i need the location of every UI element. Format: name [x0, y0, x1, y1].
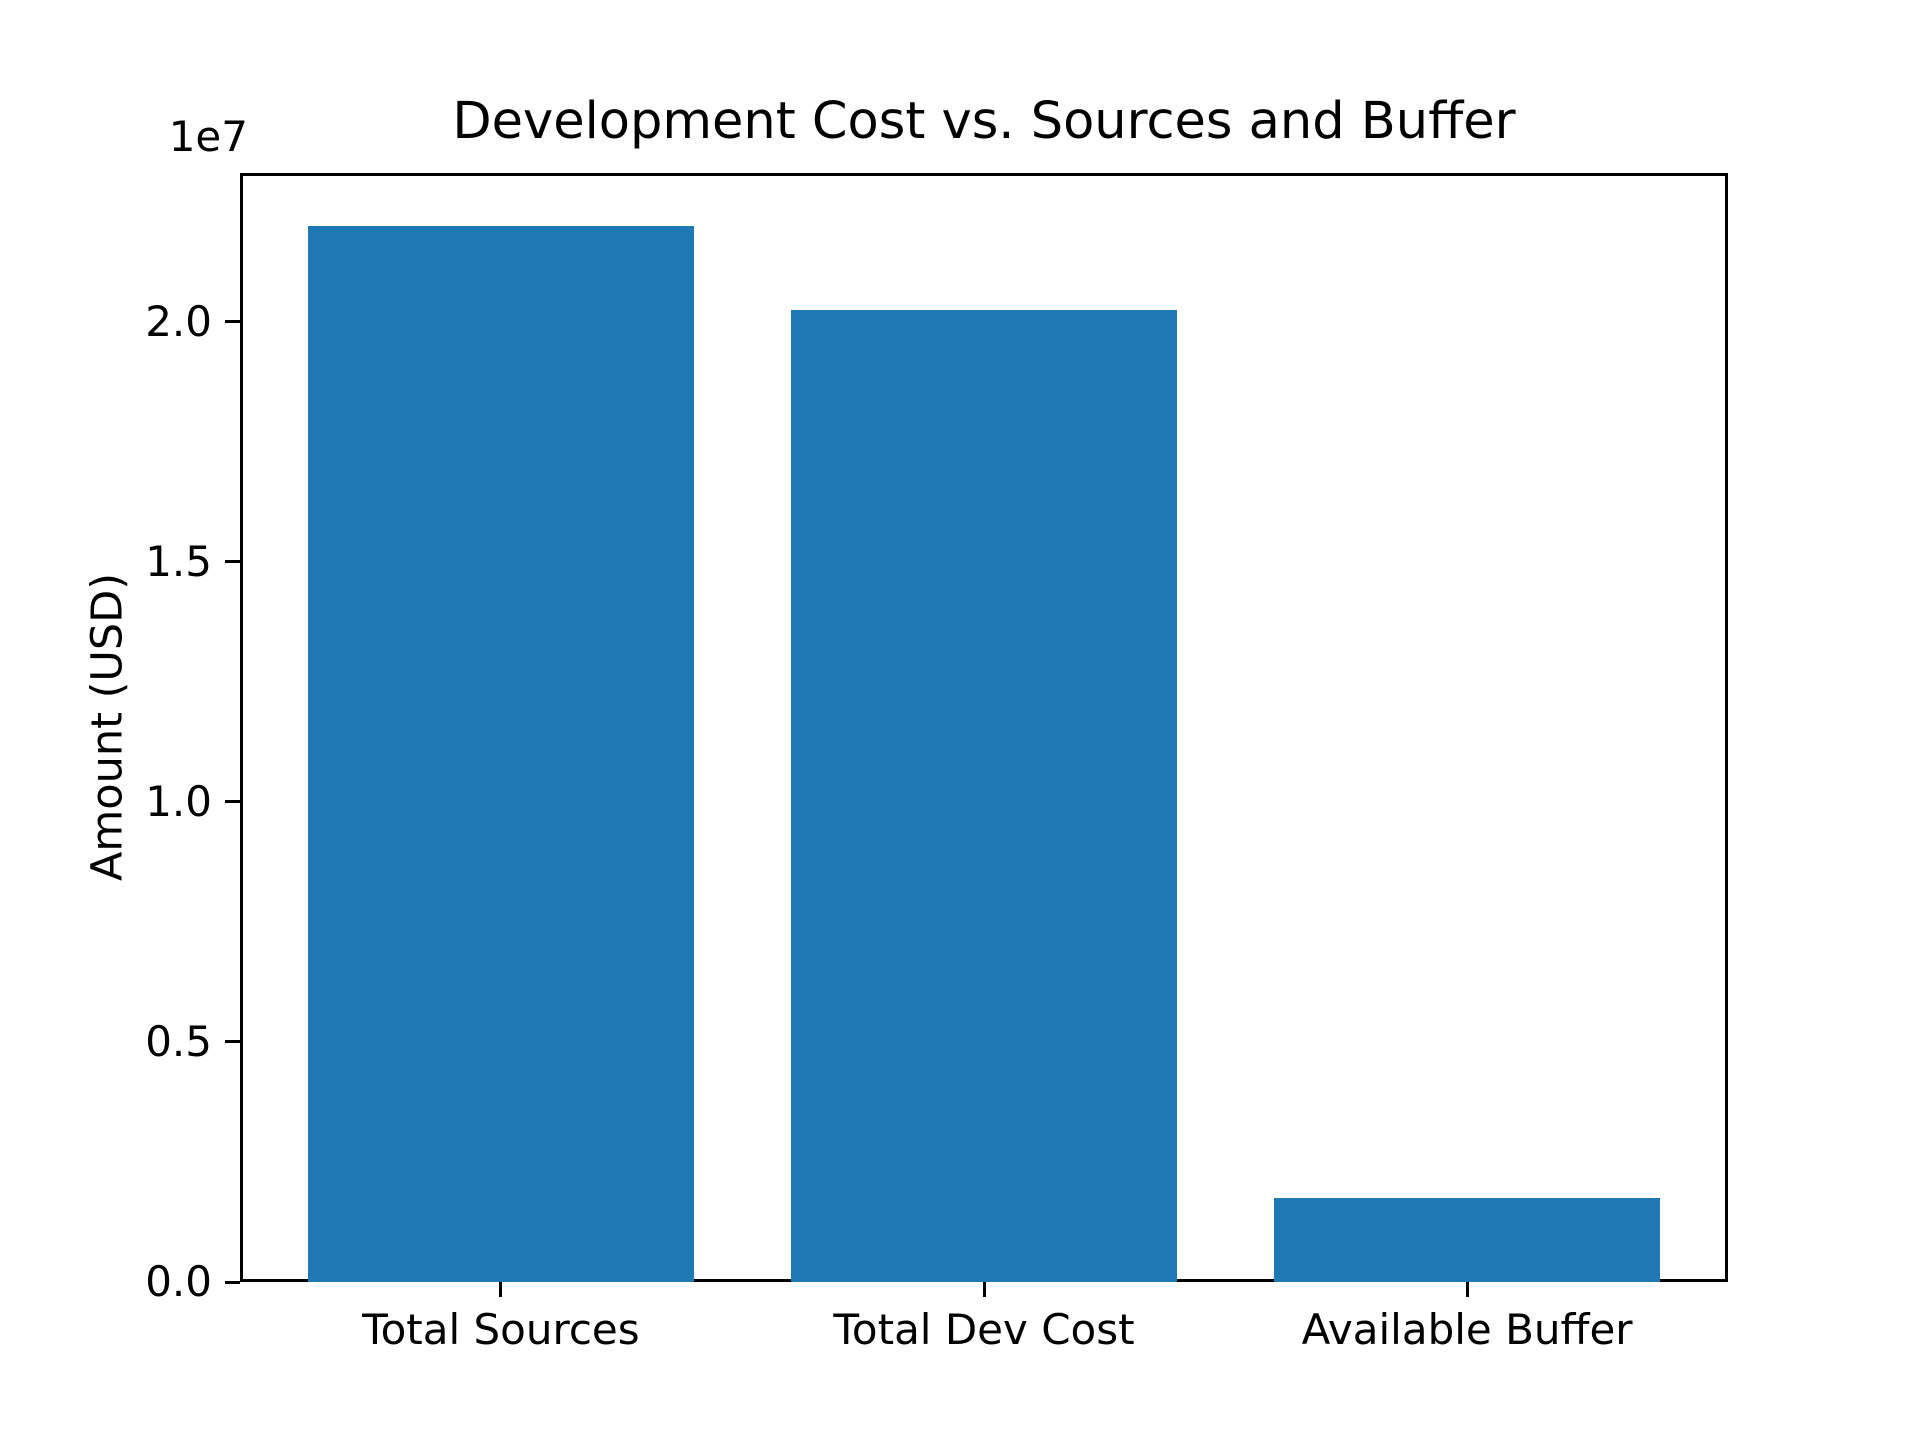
y-tick-mark: [225, 320, 240, 324]
bar: [1273, 1197, 1661, 1282]
x-tick-label: Total Dev Cost: [833, 1305, 1135, 1354]
chart-title: Development Cost vs. Sources and Buffer: [452, 92, 1516, 151]
x-tick-mark: [1465, 1282, 1469, 1297]
y-tick-mark: [225, 800, 240, 804]
x-tick-label: Total Sources: [362, 1305, 640, 1354]
y-axis-label: Amount (USD): [82, 572, 133, 882]
y-axis-offset-label: 1e7: [168, 112, 248, 161]
x-tick-mark: [499, 1282, 503, 1297]
x-tick-label: Available Buffer: [1301, 1305, 1633, 1354]
y-tick-mark: [225, 1040, 240, 1044]
y-tick-mark: [225, 560, 240, 564]
y-tick-mark: [225, 1280, 240, 1284]
y-tick-label: 0.5: [145, 1016, 212, 1066]
y-tick-label: 1.0: [145, 776, 212, 826]
x-tick-mark: [982, 1282, 986, 1297]
y-tick-label: 1.5: [145, 536, 212, 586]
y-tick-label: 0.0: [145, 1257, 212, 1306]
bar: [307, 225, 695, 1282]
bar: [790, 309, 1178, 1282]
y-tick-label: 2.0: [145, 296, 212, 346]
